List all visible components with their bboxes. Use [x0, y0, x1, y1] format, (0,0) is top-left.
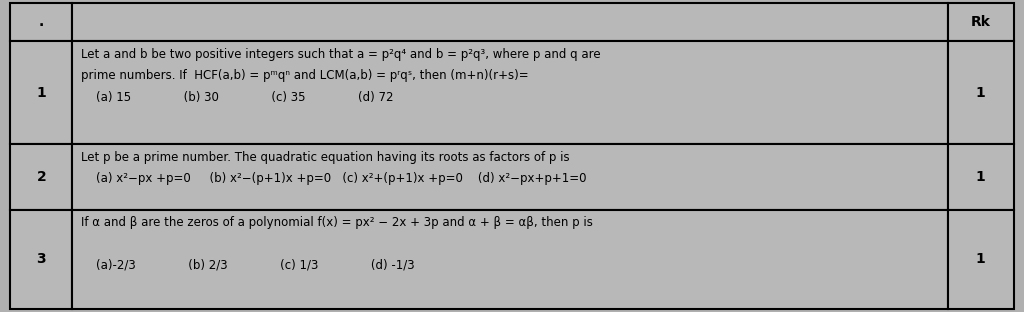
Bar — [10, 210, 73, 309]
Bar — [73, 41, 947, 144]
Bar — [10, 41, 73, 144]
Bar — [947, 210, 1014, 309]
Text: Rk: Rk — [971, 15, 990, 29]
Bar — [73, 3, 947, 41]
Bar — [73, 210, 947, 309]
Text: 2: 2 — [37, 170, 46, 184]
Bar — [947, 41, 1014, 144]
Text: 1: 1 — [37, 85, 46, 100]
Bar — [947, 144, 1014, 210]
Text: prime numbers. If  HCF(a,b) = pᵐqⁿ and LCM(a,b) = pʳqˢ, then (m+n)(r+s)=: prime numbers. If HCF(a,b) = pᵐqⁿ and LC… — [81, 70, 528, 82]
Text: (a) x²−px +p=0     (b) x²−(p+1)x +p=0   (c) x²+(p+1)x +p=0    (d) x²−px+p+1=0: (a) x²−px +p=0 (b) x²−(p+1)x +p=0 (c) x²… — [81, 172, 586, 185]
Text: 1: 1 — [976, 252, 985, 266]
Text: 1: 1 — [976, 170, 985, 184]
Text: (a)-2/3              (b) 2/3              (c) 1/3              (d) -1/3: (a)-2/3 (b) 2/3 (c) 1/3 (d) -1/3 — [81, 259, 415, 272]
Text: 1: 1 — [976, 85, 985, 100]
Text: If α and β are the zeros of a polynomial f(x) = px² − 2x + 3p and α + β = αβ, th: If α and β are the zeros of a polynomial… — [81, 217, 593, 229]
Text: Let p be a prime number. The quadratic equation having its roots as factors of p: Let p be a prime number. The quadratic e… — [81, 151, 569, 163]
Text: .: . — [39, 15, 44, 29]
Bar — [10, 144, 73, 210]
Text: 3: 3 — [37, 252, 46, 266]
Text: (a) 15              (b) 30              (c) 35              (d) 72: (a) 15 (b) 30 (c) 35 (d) 72 — [81, 91, 393, 104]
Bar — [10, 3, 73, 41]
Text: Let a and b be two positive integers such that a = p²q⁴ and b = p²q³, where p an: Let a and b be two positive integers suc… — [81, 48, 600, 61]
Bar — [73, 144, 947, 210]
Bar — [947, 3, 1014, 41]
